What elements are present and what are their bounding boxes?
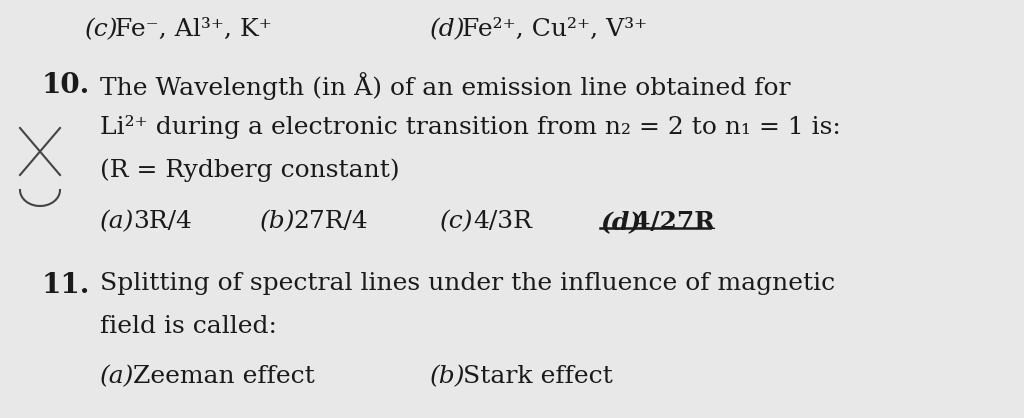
Text: 4/27R: 4/27R [633, 210, 715, 234]
Text: 3R/4: 3R/4 [133, 210, 191, 233]
Text: (a): (a) [100, 210, 134, 233]
Text: (d): (d) [600, 210, 641, 234]
Text: Stark effect: Stark effect [463, 365, 612, 388]
Text: (d): (d) [430, 18, 466, 41]
Text: (b): (b) [260, 210, 296, 233]
Text: Li²⁺ during a electronic transition from n₂ = 2 to n₁ = 1 is:: Li²⁺ during a electronic transition from… [100, 115, 841, 139]
Text: (c): (c) [85, 18, 119, 41]
Text: 10.: 10. [42, 72, 90, 99]
Text: Zeeman effect: Zeeman effect [133, 365, 314, 388]
Text: Fe⁻, Al³⁺, K⁺: Fe⁻, Al³⁺, K⁺ [115, 18, 272, 41]
Text: (R = Rydberg constant): (R = Rydberg constant) [100, 158, 399, 181]
Text: 4/3R: 4/3R [473, 210, 531, 233]
Text: 11.: 11. [42, 272, 90, 299]
Text: (a): (a) [100, 365, 134, 388]
Text: (b): (b) [430, 365, 466, 388]
Text: Fe²⁺, Cu²⁺, V³⁺: Fe²⁺, Cu²⁺, V³⁺ [462, 18, 647, 41]
Text: Splitting of spectral lines under the influence of magnetic: Splitting of spectral lines under the in… [100, 272, 836, 295]
Text: The Wavelength (in Å) of an emission line obtained for: The Wavelength (in Å) of an emission lin… [100, 72, 791, 100]
Text: field is called:: field is called: [100, 315, 278, 338]
Text: 27R/4: 27R/4 [293, 210, 368, 233]
Text: (c): (c) [440, 210, 473, 233]
